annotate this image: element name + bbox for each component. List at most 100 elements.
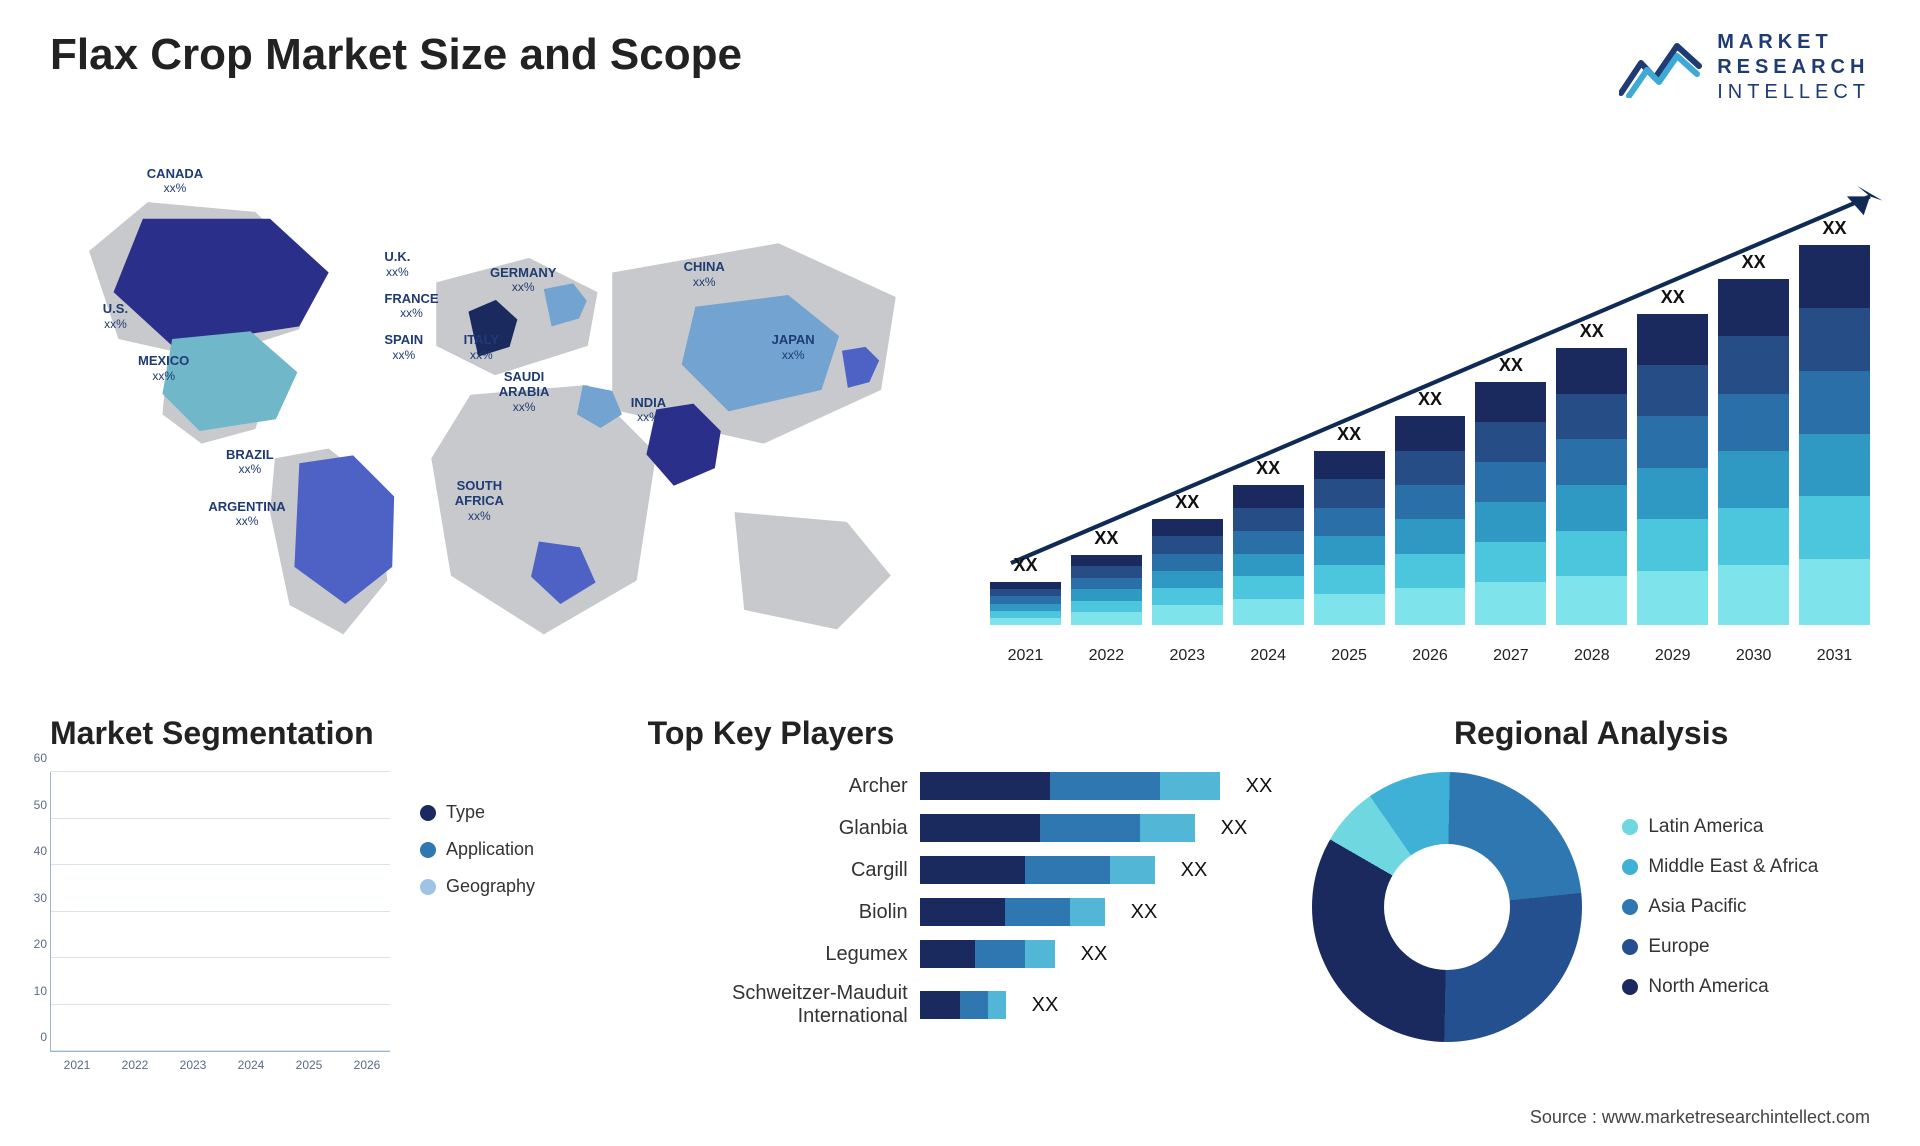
regional-donut-chart bbox=[1312, 772, 1582, 1042]
segmentation-chart: 0102030405060 bbox=[50, 772, 390, 1052]
key-player-row: Cargill XX bbox=[648, 856, 1273, 884]
seg-x-label: 2022 bbox=[112, 1058, 158, 1072]
growth-bar-value: XX bbox=[1256, 458, 1280, 479]
key-player-name: Archer bbox=[648, 775, 908, 798]
seg-y-tick: 60 bbox=[23, 751, 47, 765]
world-map: CANADAxx% U.S.xx% MEXICOxx% BRAZILxx% ARGENT… bbox=[50, 145, 930, 665]
seg-y-tick: 20 bbox=[23, 937, 47, 951]
segmentation-legend: Type Application Geography bbox=[420, 802, 535, 897]
key-player-name: Biolin bbox=[648, 901, 908, 924]
seg-x-label: 2026 bbox=[344, 1058, 390, 1072]
map-callout: SOUTHAFRICAxx% bbox=[455, 478, 504, 524]
growth-bar-value: XX bbox=[1337, 424, 1361, 445]
seg-y-tick: 30 bbox=[23, 891, 47, 905]
key-player-value: XX bbox=[1246, 775, 1273, 798]
regional-panel: Regional Analysis Latin America Middle Ea… bbox=[1312, 715, 1870, 1072]
growth-bar-value: XX bbox=[1175, 492, 1199, 513]
brand-logo: MARKET RESEARCH INTELLECT bbox=[1619, 30, 1870, 105]
map-callout: FRANCExx% bbox=[384, 291, 438, 321]
growth-bar-value: XX bbox=[1013, 555, 1037, 576]
key-player-value: XX bbox=[1181, 859, 1208, 882]
growth-bar-value: XX bbox=[1661, 287, 1685, 308]
growth-bar-value: XX bbox=[1418, 389, 1442, 410]
key-player-value: XX bbox=[1131, 901, 1158, 924]
key-player-row: LegumexXX bbox=[648, 940, 1273, 968]
growth-bar: XX bbox=[1314, 424, 1385, 625]
logo-line-1: MARKET bbox=[1717, 30, 1870, 55]
key-player-name: Glanbia bbox=[648, 817, 908, 840]
growth-bar: XX bbox=[990, 555, 1061, 625]
seg-x-label: 2024 bbox=[228, 1058, 274, 1072]
growth-bar-value: XX bbox=[1742, 252, 1766, 273]
map-callout: GERMANYxx% bbox=[490, 265, 556, 295]
growth-bar-year: 2021 bbox=[990, 647, 1061, 665]
map-callout: U.S.xx% bbox=[103, 301, 128, 331]
segmentation-title: Market Segmentation bbox=[50, 715, 608, 752]
map-callout: ARGENTINAxx% bbox=[208, 499, 285, 529]
growth-bar: XX bbox=[1799, 218, 1870, 625]
map-callout: MEXICOxx% bbox=[138, 353, 189, 383]
growth-bar: XX bbox=[1395, 389, 1466, 625]
key-player-name: Schweitzer-Mauduit International bbox=[648, 982, 908, 1028]
map-callout: JAPANxx% bbox=[772, 332, 815, 362]
map-callout: SPAINxx% bbox=[384, 332, 423, 362]
key-player-row: Glanbia XX bbox=[648, 814, 1273, 842]
growth-bar: XX bbox=[1475, 355, 1546, 625]
seg-legend-item: Geography bbox=[420, 876, 535, 897]
seg-y-tick: 40 bbox=[23, 844, 47, 858]
page-title: Flax Crop Market Size and Scope bbox=[50, 30, 742, 80]
map-callout: BRAZILxx% bbox=[226, 447, 274, 477]
key-players-chart: Archer XX Glanbia XX Cargill XX Biolin XX Legume… bbox=[648, 772, 1273, 1028]
growth-bar: XX bbox=[1233, 458, 1304, 625]
growth-bar-value: XX bbox=[1580, 321, 1604, 342]
seg-legend-item: Application bbox=[420, 839, 535, 860]
key-player-row: Biolin XX bbox=[648, 898, 1273, 926]
key-player-value: XX bbox=[1221, 817, 1248, 840]
key-player-value: XX bbox=[1032, 994, 1059, 1017]
region-legend-item: Middle East & Africa bbox=[1622, 856, 1818, 878]
growth-bar-year: 2026 bbox=[1395, 647, 1466, 665]
key-players-panel: Top Key Players ArcherXXGlanbiaXXCargill… bbox=[648, 715, 1273, 1072]
seg-x-label: 2025 bbox=[286, 1058, 332, 1072]
growth-bar: XX bbox=[1637, 287, 1708, 625]
growth-bar-year: 2024 bbox=[1233, 647, 1304, 665]
growth-bar-value: XX bbox=[1823, 218, 1847, 239]
growth-bar-year: 2022 bbox=[1071, 647, 1142, 665]
world-map-svg bbox=[50, 165, 930, 673]
map-callout: CANADAxx% bbox=[147, 166, 203, 196]
brand-logo-icon bbox=[1619, 38, 1703, 98]
growth-bar-year: 2027 bbox=[1475, 647, 1546, 665]
growth-bar-year: 2030 bbox=[1718, 647, 1789, 665]
growth-bar-value: XX bbox=[1094, 528, 1118, 549]
growth-bar: XX bbox=[1152, 492, 1223, 625]
source-attribution: Source : www.marketresearchintellect.com bbox=[1530, 1107, 1870, 1128]
map-callout: SAUDIARABIAxx% bbox=[499, 369, 550, 415]
regional-legend: Latin America Middle East & Africa Asia Pa… bbox=[1622, 816, 1818, 998]
map-callout: U.K.xx% bbox=[384, 249, 410, 279]
key-players-title: Top Key Players bbox=[648, 715, 1273, 752]
key-player-name: Cargill bbox=[648, 859, 908, 882]
growth-bar-value: XX bbox=[1499, 355, 1523, 376]
growth-bar: XX bbox=[1071, 528, 1142, 625]
key-player-row: Archer XX bbox=[648, 772, 1273, 800]
growth-bar-year: 2028 bbox=[1556, 647, 1627, 665]
map-callout: CHINAxx% bbox=[684, 259, 725, 289]
key-player-row: Schweitzer-Mauduit International XX bbox=[648, 982, 1273, 1028]
logo-line-2: RESEARCH bbox=[1717, 55, 1870, 80]
growth-bar-chart: XX XX XX XX XX XX XX XX XX XX XX 2021 2022 2023 2024 2… bbox=[990, 145, 1870, 665]
growth-bar: XX bbox=[1718, 252, 1789, 625]
map-callout: ITALYxx% bbox=[464, 332, 499, 362]
region-legend-item: Europe bbox=[1622, 936, 1818, 958]
seg-legend-item: Type bbox=[420, 802, 535, 823]
regional-title: Regional Analysis bbox=[1312, 715, 1870, 752]
growth-bar-year: 2023 bbox=[1152, 647, 1223, 665]
seg-y-tick: 0 bbox=[23, 1030, 47, 1044]
region-legend-item: Asia Pacific bbox=[1622, 896, 1818, 918]
growth-bar-year: 2029 bbox=[1637, 647, 1708, 665]
seg-y-tick: 50 bbox=[23, 798, 47, 812]
map-callout: INDIAxx% bbox=[631, 395, 666, 425]
seg-y-tick: 10 bbox=[23, 984, 47, 998]
region-legend-item: North America bbox=[1622, 976, 1818, 998]
seg-x-label: 2023 bbox=[170, 1058, 216, 1072]
region-legend-item: Latin America bbox=[1622, 816, 1818, 838]
